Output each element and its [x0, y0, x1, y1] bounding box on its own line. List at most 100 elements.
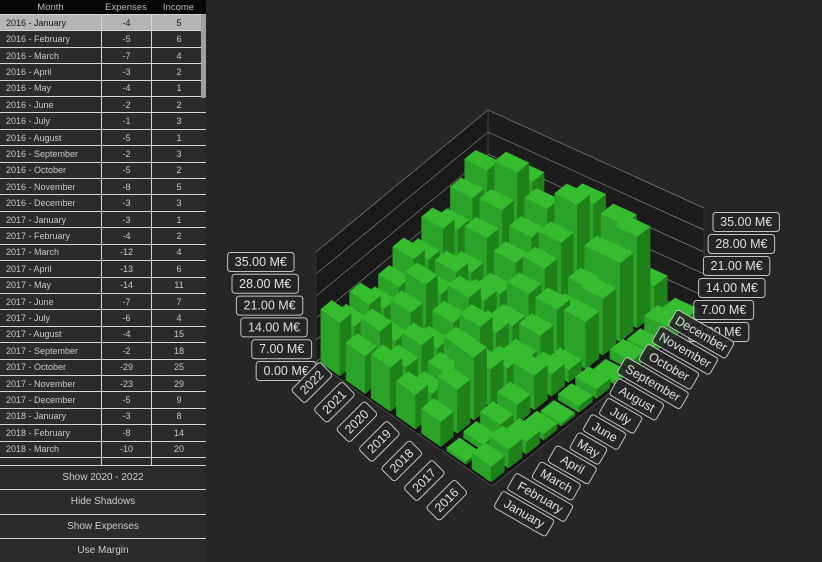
cell-month: 2016 - May	[6, 83, 52, 94]
cell-income: 1	[151, 129, 206, 146]
data-panel: Month Expenses Income 2016 - January -4 5 2…	[0, 0, 206, 562]
table-scrollbar[interactable]	[201, 0, 206, 562]
table-row[interactable]: 2017 - December -5 9	[0, 391, 206, 408]
table-row[interactable]: 2017 - August -4 15	[0, 325, 206, 343]
svg-text:28.00 M€: 28.00 M€	[239, 277, 291, 291]
cell-income: 5	[151, 179, 206, 195]
svg-text:14.00 M€: 14.00 M€	[248, 320, 300, 334]
table-row[interactable]: 2018 - January -3 8	[0, 407, 206, 425]
table-row[interactable]: 2018 - March -10 20	[0, 440, 206, 457]
table-row[interactable]: 2016 - January -4 5	[0, 14, 206, 31]
table-body: 2016 - January -4 5 2016 - February -5 6 2016 …	[0, 14, 206, 457]
cell-expenses: -7	[101, 293, 151, 310]
table-row[interactable]: 2016 - May -4 1	[0, 79, 206, 97]
cell-month: 2016 - December	[6, 198, 76, 209]
cell-month: 2017 - November	[6, 378, 76, 389]
table-row[interactable]: 2017 - November -23 29	[0, 374, 206, 392]
table-header: Month Expenses Income	[0, 0, 206, 14]
table-row[interactable]: 2016 - February -5 6	[0, 30, 206, 47]
table-row[interactable]: 2016 - November -8 5	[0, 178, 206, 195]
cell-expenses: -7	[101, 47, 151, 64]
table-row[interactable]: 2017 - May -14 11	[0, 276, 206, 293]
bar[interactable]	[471, 442, 505, 483]
cell-income: 20	[151, 441, 206, 457]
table-row[interactable]: 2017 - July -6 4	[0, 309, 206, 326]
cell-month: 2017 - March	[6, 247, 60, 258]
cell-month: 2016 - September	[6, 148, 79, 159]
cell-expenses: -5	[101, 162, 151, 179]
table-row[interactable]: 2017 - April -13 6	[0, 260, 206, 277]
cell-income: 6	[151, 261, 206, 277]
cell-expenses: -5	[101, 392, 151, 408]
bar[interactable]	[421, 398, 454, 448]
cell-income: 14	[151, 425, 206, 441]
year-axis-label: 2017	[404, 460, 445, 501]
table-scrollbar-handle[interactable]	[201, 14, 206, 98]
table-row[interactable]: 2017 - January -3 1	[0, 210, 206, 228]
table-row[interactable]: 2016 - October -5 2	[0, 161, 206, 179]
cell-month: 2018 - March	[6, 444, 60, 455]
month-axis-label: March	[531, 461, 581, 501]
cell-income: 15	[151, 326, 206, 343]
use-margin-button[interactable]: Use Margin	[0, 537, 206, 562]
bars-3d-scene: 0.00 M€ 7.00 M€ 14.00 M€ 21.00 M€ 28.00 M€ 35…	[227, 109, 780, 537]
cell-expenses: -3	[101, 211, 151, 228]
column-header-expenses: Expenses	[105, 1, 147, 13]
table-row[interactable]: 2016 - April -3 2	[0, 63, 206, 80]
column-header-income: Income	[162, 1, 195, 13]
table-row[interactable]: 2016 - June -2 2	[0, 96, 206, 113]
table-row[interactable]: 2016 - September -2 3	[0, 145, 206, 162]
table-row[interactable]: 2017 - June -7 7	[0, 292, 206, 310]
cell-income: 3	[151, 146, 206, 162]
cell-month: 2016 - February	[6, 34, 71, 45]
hide-shadows-button[interactable]: Hide Shadows	[0, 489, 206, 514]
cell-month: 2016 - January	[6, 17, 67, 28]
table-row[interactable]: 2016 - December -3 3	[0, 194, 206, 211]
cell-expenses: -6	[101, 310, 151, 326]
table-row[interactable]: 2017 - October -29 25	[0, 358, 206, 375]
bar[interactable]	[575, 366, 611, 399]
value-axis-label-left: 21.00 M€	[235, 295, 304, 316]
table-row[interactable]: 2016 - July -1 3	[0, 112, 206, 129]
bar[interactable]	[557, 383, 593, 413]
svg-text:7.00 M€: 7.00 M€	[259, 342, 304, 356]
cell-month: 2016 - June	[6, 99, 54, 110]
cell-month: 2016 - October	[6, 165, 67, 176]
svg-text:28.00 M€: 28.00 M€	[715, 237, 767, 251]
table-row[interactable]: 2018 - February -8 14	[0, 424, 206, 441]
cell-month: 2016 - March	[6, 50, 60, 61]
show-expenses-button[interactable]: Show Expenses	[0, 513, 206, 538]
cell-month: 2016 - August	[6, 132, 62, 143]
cell-expenses: -12	[101, 244, 151, 261]
bar[interactable]	[540, 400, 576, 427]
cell-expenses: -4	[101, 326, 151, 343]
cell-month: 2018 - January	[6, 411, 67, 422]
cell-income: 3	[151, 113, 206, 129]
table-row[interactable]: 2017 - September -2 18	[0, 342, 206, 359]
cell-month: 2016 - November	[6, 181, 76, 192]
show-years-button[interactable]: Show 2020 - 2022	[0, 465, 206, 490]
value-axis-label-right: 35.00 M€	[712, 212, 780, 232]
svg-text:7.00 M€: 7.00 M€	[701, 303, 746, 317]
cell-income: 4	[151, 47, 206, 64]
table-row[interactable]: 2016 - August -5 1	[0, 128, 206, 146]
table-row[interactable]: 2017 - March -12 4	[0, 243, 206, 261]
cell-month: 2017 - December	[6, 395, 76, 406]
cell-income: 4	[151, 244, 206, 261]
cell-expenses: -13	[101, 261, 151, 277]
cell-expenses: -2	[101, 343, 151, 359]
cell-income: 7	[151, 293, 206, 310]
cell-month: 2017 - October	[6, 362, 67, 373]
bars-3d-chart[interactable]: 0.00 M€ 7.00 M€ 14.00 M€ 21.00 M€ 28.00 M€ 35…	[206, 0, 822, 562]
cell-income: 2	[151, 162, 206, 179]
table-row[interactable]: 2016 - March -7 4	[0, 46, 206, 64]
table-row[interactable]: 2017 - February -4 2	[0, 227, 206, 244]
cell-expenses: -4	[101, 228, 151, 244]
cell-expenses: -2	[101, 146, 151, 162]
value-axis-label-left: 35.00 M€	[227, 252, 295, 272]
cell-expenses: -3	[101, 64, 151, 80]
cell-month: 2018 - February	[6, 427, 71, 438]
cell-expenses: -4	[101, 80, 151, 97]
value-axis-label-right: 21.00 M€	[702, 256, 771, 276]
